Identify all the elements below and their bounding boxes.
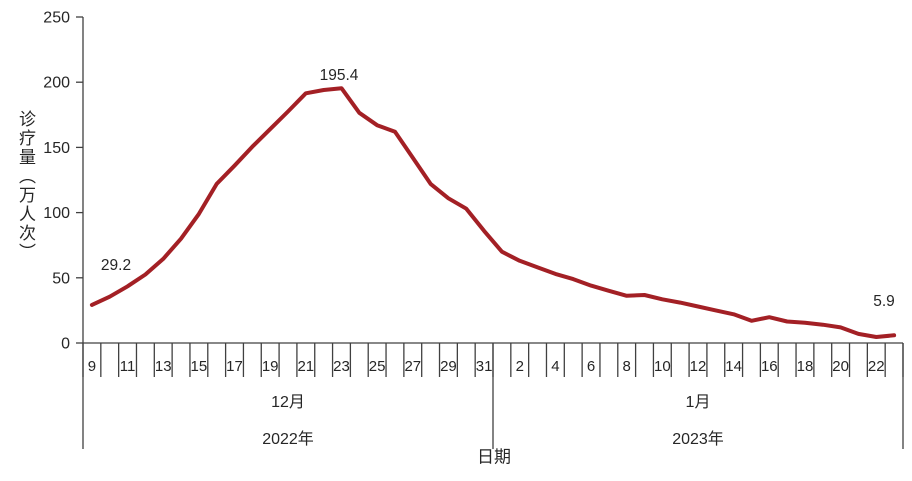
x-day-label: 12	[690, 358, 707, 375]
x-day-label: 18	[797, 358, 814, 375]
x-day-label: 2	[516, 358, 524, 375]
x-day-label: 31	[476, 358, 493, 375]
x-day-label: 21	[297, 358, 314, 375]
x-day-label: 23	[333, 358, 350, 375]
y-axis-title: 诊疗量（万人次）	[16, 110, 35, 262]
x-day-label: 29	[440, 358, 457, 375]
y-tick-label: 150	[43, 140, 70, 157]
year-label-2022: 2022年	[262, 431, 314, 448]
x-day-label: 16	[761, 358, 778, 375]
year-label-2023: 2023年	[672, 431, 724, 448]
y-tick-label: 250	[43, 10, 70, 27]
data-label-start: 29.2	[100, 257, 132, 274]
x-day-label: 11	[120, 358, 136, 375]
series-line	[89, 86, 897, 339]
y-tick-label: 0	[61, 336, 70, 353]
x-day-label: 17	[226, 358, 243, 375]
month-label-december: 12月	[271, 394, 305, 411]
x-day-label: 4	[551, 358, 559, 375]
x-day-label: 20	[832, 358, 849, 375]
x-day-label: 14	[725, 358, 742, 375]
x-day-label: 13	[155, 358, 172, 375]
x-day-label: 9	[88, 358, 96, 375]
x-day-label: 25	[369, 358, 386, 375]
data-label-end: 5.9	[873, 293, 895, 310]
x-day-label: 27	[404, 358, 421, 375]
x-axis-title: 日期	[477, 447, 511, 467]
x-day-label: 8	[623, 358, 631, 375]
y-tick-label: 200	[43, 75, 70, 92]
x-day-label: 6	[587, 358, 595, 375]
y-tick-label: 50	[52, 270, 70, 287]
x-day-label: 19	[262, 358, 279, 375]
x-day-label: 10	[654, 358, 671, 375]
data-label-peak: 195.4	[319, 67, 359, 84]
x-day-label: 22	[868, 358, 885, 375]
y-tick-label: 100	[43, 205, 70, 222]
x-day-label: 15	[191, 358, 208, 375]
month-label-january: 1月	[685, 394, 711, 411]
